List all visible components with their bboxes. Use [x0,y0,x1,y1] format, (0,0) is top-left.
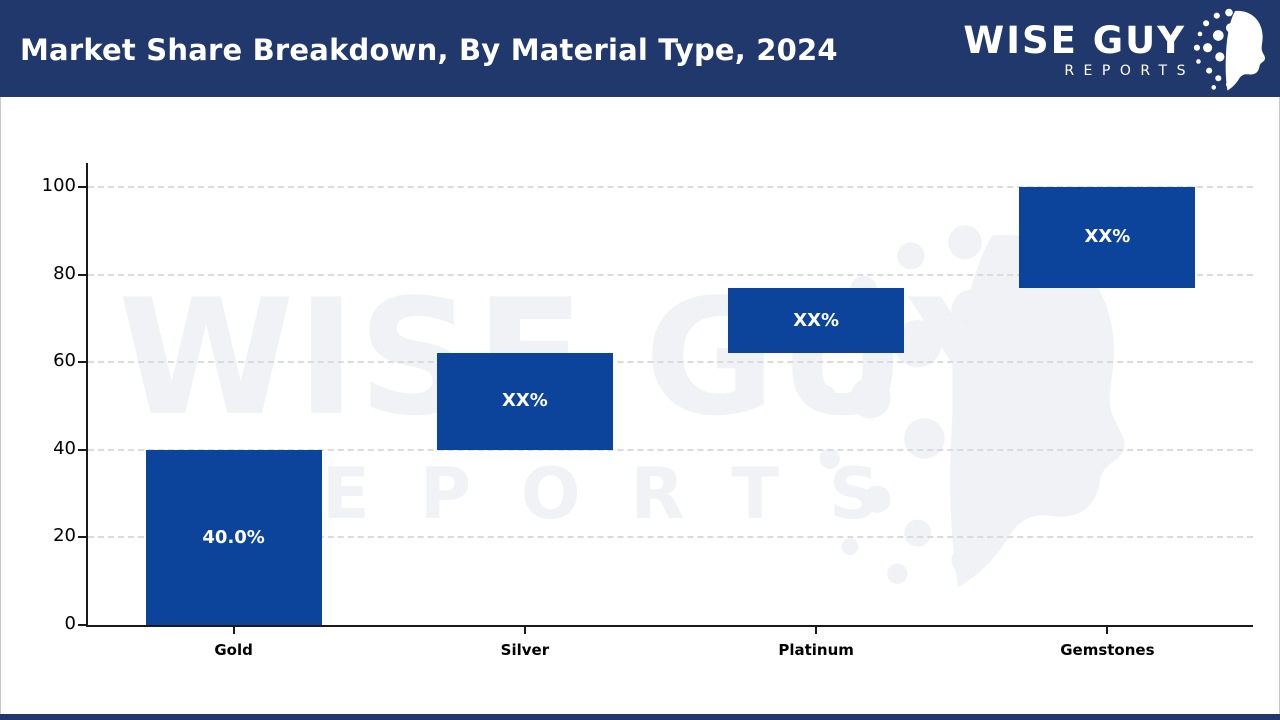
x-axis-category-label: Gemstones [1060,641,1155,659]
bar-platinum [728,287,905,354]
logo-wiseguy-label: WISE GUY [963,19,1186,62]
y-axis-tick-label: 0 [64,613,76,634]
x-axis-line [86,625,1253,627]
y-axis-tick-label: 100 [41,175,76,196]
y-axis-tick-mark [78,448,86,451]
watermark-reports-text: REPORTS [218,453,930,535]
y-axis-tick-mark [78,624,86,626]
y-axis-tick-label: 60 [53,350,76,372]
y-axis-tick-mark [78,273,86,276]
bar-value-label: XX% [501,390,548,412]
y-axis-tick-mark [78,186,86,188]
gridline-60 [88,361,1253,364]
gridline-20 [88,536,1253,539]
bar-gemstones [1019,187,1196,288]
header-bar: Market Share Breakdown, By Material Type… [0,0,1280,97]
watermark-head-icon [809,225,1125,588]
gridline-80 [88,273,1253,276]
logo-text: WISE GUY REPORTS [963,19,1186,80]
bar-gold [145,449,322,625]
y-axis-tick-label: 20 [53,525,76,547]
y-axis-tick-label: 80 [53,262,76,284]
footer-bar [0,714,1280,720]
x-axis-tick-mark [815,627,818,634]
logo-head-icon [1193,8,1266,91]
x-axis-tick-mark [523,627,526,634]
logo-reports-label: REPORTS [1064,63,1195,79]
x-axis-category-label: Gold [214,641,253,659]
y-axis-tick-mark [78,536,86,539]
y-axis-tick-mark [78,361,86,364]
bar-value-label: XX% [1084,226,1131,247]
x-axis-category-label: Platinum [778,641,854,659]
wiseguy-logo: WISE GUY REPORTS [963,6,1268,94]
x-axis-category-label: Silver [500,641,550,659]
y-axis-tick-label: 40 [53,437,76,459]
x-axis-tick-mark [232,627,235,634]
page-title: Market Share Breakdown, By Material Type… [20,33,838,67]
y-axis-line [86,163,88,627]
x-axis-tick-mark [1106,627,1109,634]
bar-value-label: 40.0% [202,526,265,548]
gridline-100 [88,186,1253,188]
gridline-40 [88,448,1253,451]
bar-silver [436,353,613,450]
bar-value-label: XX% [793,309,840,331]
